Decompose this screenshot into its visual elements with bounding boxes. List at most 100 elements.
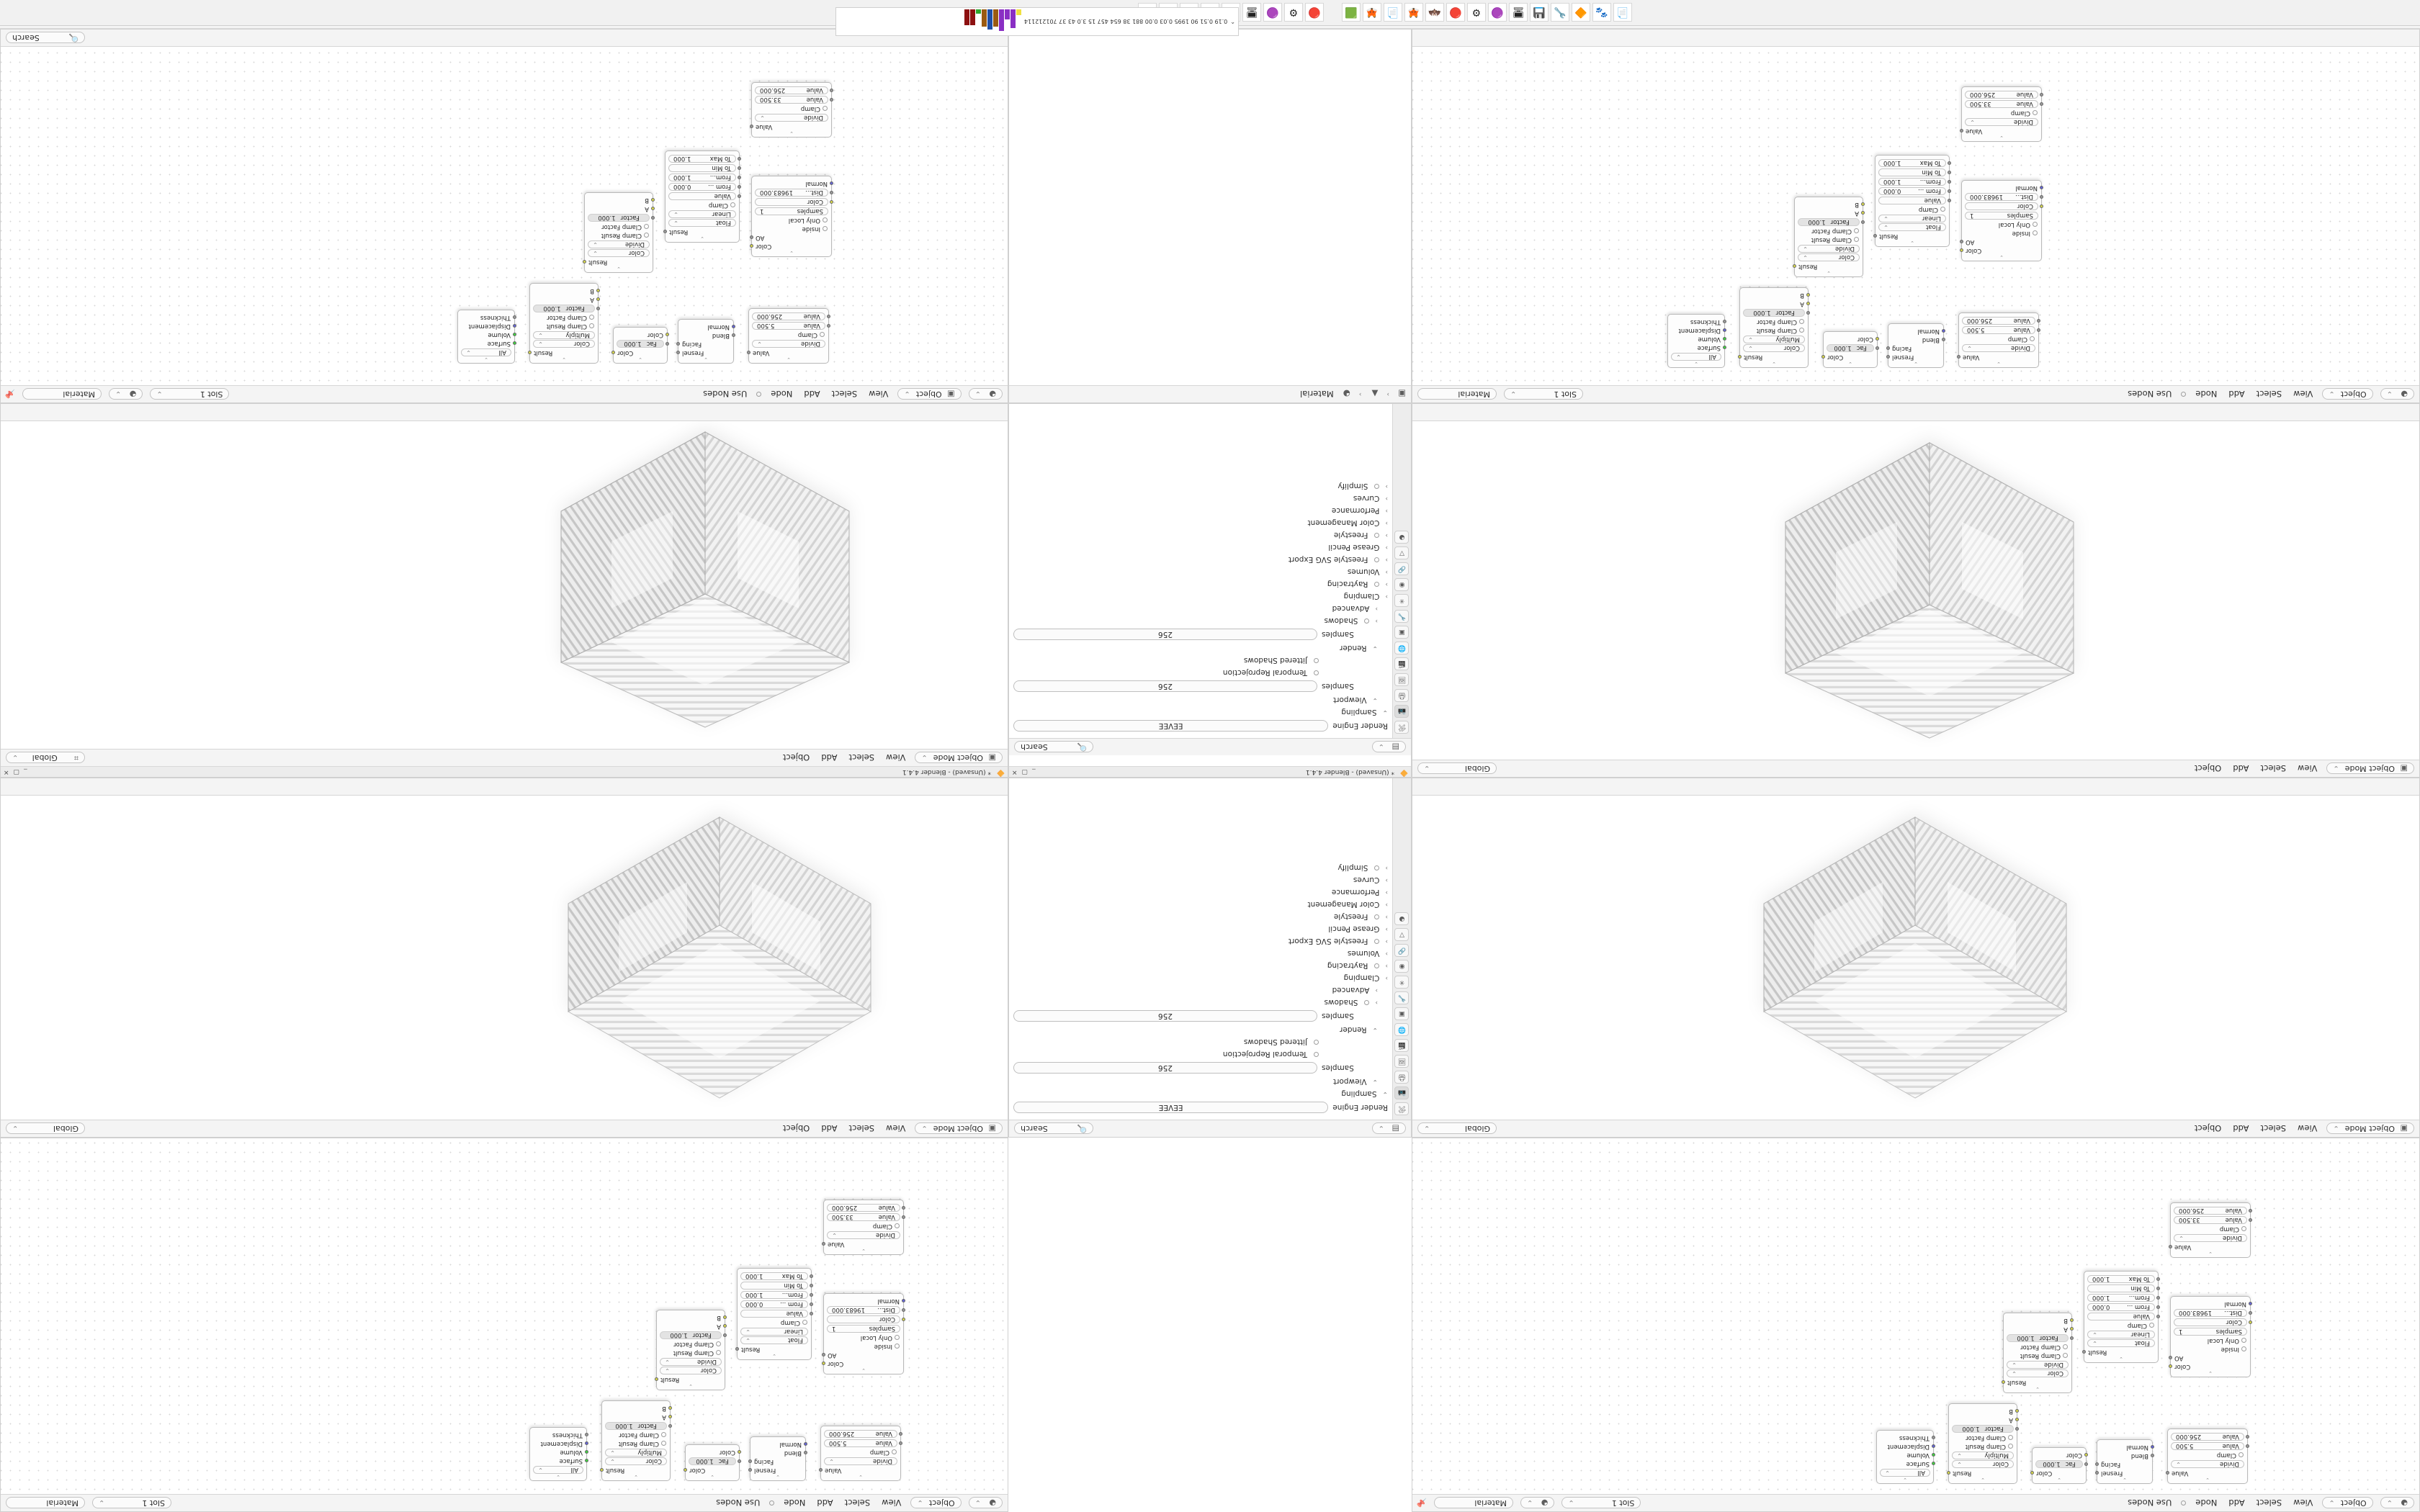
tab-world-icon[interactable]: 🌐 — [1394, 1023, 1410, 1036]
node-socket-gray[interactable] — [676, 342, 680, 346]
node-collapse-icon[interactable]: ⌄ — [1903, 1477, 1907, 1482]
node-socket-gray[interactable] — [676, 351, 680, 355]
node-socket-gray[interactable] — [2151, 1454, 2154, 1458]
props-checkbox-row[interactable]: Jittered Shadows — [1009, 654, 1392, 667]
node-socket-gray[interactable] — [2156, 1277, 2160, 1281]
node-checkbox-row[interactable]: Clamp — [1959, 335, 2038, 343]
node-value-field[interactable]: To Max 1.000 — [2087, 1275, 2155, 1283]
material-slot-selector-2[interactable]: Slot 1 — [92, 1497, 171, 1509]
node-dropdown[interactable]: Multiply ⌄ — [1743, 336, 1805, 343]
node-colorramp-fac[interactable]: ⌄ Color Fac 1.000 Color — [1821, 331, 1879, 368]
tab-tool-icon[interactable]: 🛠 — [1394, 721, 1410, 734]
maximize-icon[interactable]: ▢ — [1021, 768, 1028, 775]
node-socket-gray[interactable] — [1886, 355, 1890, 359]
node-socket-yellow[interactable] — [583, 260, 586, 264]
node-dropdown[interactable]: Linear ⌄ — [668, 210, 736, 218]
node-socket-yellow[interactable] — [2084, 1453, 2088, 1457]
tab-particles-icon[interactable]: ✳ — [1394, 594, 1410, 607]
node-dropdown[interactable]: Divide ⌄ — [752, 340, 825, 348]
checkbox-icon[interactable] — [661, 1432, 666, 1438]
node-field-row[interactable]: Fac 1.000 — [686, 1457, 741, 1466]
node-field-row[interactable]: Color — [824, 1315, 905, 1324]
node-value-field[interactable]: Factor 1.000 — [2007, 1334, 2069, 1342]
taskbar-red-ring-icon[interactable]: 🔴 — [1305, 3, 1324, 22]
node-socket-gray[interactable] — [513, 315, 516, 320]
node-mix-multiply[interactable]: ⌄ Result Color ⌄ Multiply ⌄ Clamp Result Clamp … — [1947, 1403, 2019, 1484]
use-nodes-checkbox[interactable] — [2181, 1500, 2187, 1506]
taskbar-bat-icon[interactable]: 🦇 — [1425, 3, 1444, 22]
props-panel-performance[interactable]: › Performance — [1009, 886, 1392, 899]
node-value-field[interactable]: Factor 1.000 — [588, 214, 650, 222]
checkbox-icon[interactable] — [661, 1441, 666, 1446]
node-value-field[interactable]: To Max 1.000 — [668, 155, 736, 163]
node-value-field[interactable]: Samples 1 — [2174, 1328, 2247, 1336]
shader-editor-header-bl[interactable]: ◕ Object View Select Add Node Use Nodes … — [1412, 385, 2419, 402]
taskbar-wrench-icon[interactable]: 🔧 — [1551, 3, 1569, 22]
orientation-selector-a[interactable]: Global — [1417, 1122, 1497, 1135]
node-mix-multiply[interactable]: ⌄ Result Color ⌄ Multiply ⌄ Clamp Result Clamp … — [528, 283, 600, 364]
viewport-3d-b[interactable] — [1, 778, 1008, 1120]
node-field-row[interactable]: Factor 1.000 — [1795, 217, 1865, 227]
node-collapse-icon[interactable]: ⌄ — [484, 356, 488, 362]
tab-tool-icon[interactable]: 🛠 — [1394, 1102, 1410, 1115]
shader-type-selector-4[interactable]: ▣ Object — [897, 388, 962, 400]
checkbox-icon[interactable] — [1799, 328, 1804, 333]
menu-add-3[interactable]: Add — [2228, 389, 2245, 400]
node-mix-divide[interactable]: ⌄ Result Color ⌄ Divide ⌄ Clamp Result Clamp Fa… — [2002, 1313, 2074, 1393]
tab-object-icon[interactable]: ▣ — [1394, 1007, 1410, 1020]
node-checkbox-row[interactable]: Only Local — [2171, 1336, 2250, 1345]
node-math-divide-2[interactable]: ⌄ Value Divide ⌄ Clamp Value 33.500 Value 256.00… — [1960, 86, 2043, 142]
node-field-row[interactable]: Value 33.500 — [1962, 99, 2043, 109]
node-dropdown[interactable]: Float ⌄ — [740, 1336, 808, 1344]
node-checkbox-row[interactable]: Clamp Result — [530, 322, 598, 330]
checkbox-icon[interactable] — [1374, 914, 1380, 919]
node-socket-gray[interactable] — [735, 1347, 739, 1351]
checkbox-icon[interactable] — [2241, 1226, 2246, 1232]
node-dropdown[interactable]: Divide ⌄ — [588, 240, 650, 248]
node-collapse-icon[interactable]: ⌄ — [562, 356, 566, 362]
node-collapse-icon[interactable]: ⌄ — [859, 1474, 863, 1480]
node-field-row[interactable]: From ... 0.000 — [1876, 186, 1951, 196]
node-dropdown[interactable]: Linear ⌄ — [1878, 215, 1946, 222]
viewport-3d-c[interactable] — [1412, 404, 2419, 760]
node-colorramp-fac[interactable]: ⌄ Color Fac 1.000 Color — [611, 327, 669, 364]
maximize-icon[interactable]: ▢ — [13, 768, 20, 775]
node-collapse-icon[interactable]: ⌄ — [2057, 1477, 2061, 1482]
node-value-field[interactable]: Value — [2087, 1313, 2155, 1320]
node-socket-yellow[interactable] — [2015, 1418, 2019, 1422]
checkbox-icon[interactable] — [1364, 618, 1370, 624]
shader-editor-header-right[interactable]: ◕ Object View Select Add Node Use Nodes … — [1, 1494, 1008, 1511]
node-fresnel-layer-weight[interactable]: ⌄ Fresnel Facing Blend Normal — [2095, 1439, 2154, 1484]
node-dropdown[interactable]: Linear ⌄ — [2087, 1331, 2155, 1338]
node-collapse-icon[interactable]: ⌄ — [789, 130, 794, 136]
material-name-field-3[interactable]: Material — [1417, 388, 1497, 400]
node-checkbox-row[interactable]: Clamp Factor — [1795, 227, 1863, 235]
props-panel-grease-pencil[interactable]: › Grease Pencil — [1009, 541, 1392, 554]
node-field-row[interactable]: Value — [738, 1309, 813, 1318]
node-socket-gray[interactable] — [748, 1459, 752, 1464]
vp-menu-object-b[interactable]: Object — [782, 1123, 810, 1134]
props-panel-clamping[interactable]: › Clamping — [1009, 590, 1392, 603]
node-socket-yellow[interactable] — [1861, 211, 1865, 215]
checkbox-icon[interactable] — [2063, 1353, 2068, 1359]
props-panel-advanced[interactable]: › Advanced — [1009, 603, 1392, 615]
node-value-field[interactable]: Value 256.000 — [755, 86, 828, 94]
node-field-row[interactable]: Value 256.000 — [2168, 1432, 2249, 1441]
props-panel-raytracing[interactable]: › Raytracing — [1009, 578, 1392, 590]
node-socket-gray[interactable] — [2015, 1427, 2019, 1431]
node-material-output[interactable]: ⌄ All ⌄ Surface Volume Displacement Thickness — [1876, 1430, 1935, 1484]
node-collapse-icon[interactable]: ⌄ — [1910, 240, 1914, 246]
close-icon[interactable]: ✕ — [1012, 768, 1018, 775]
minimize-icon[interactable]: _ — [1032, 768, 1036, 775]
node-mix-divide[interactable]: ⌄ Result Color ⌄ Divide ⌄ Clamp Result Clamp Fa… — [655, 1310, 727, 1390]
node-socket-gray[interactable] — [2169, 1356, 2172, 1360]
viewport-header-top-right[interactable]: ▣ Object Mode View Select Add Object Glob… — [1, 1120, 1008, 1137]
node-material-output[interactable]: ⌄ All ⌄ Surface Volume Displacement Thickness — [1667, 314, 1726, 368]
node-collapse-icon[interactable]: ⌄ — [1827, 270, 1831, 276]
node-checkbox-row[interactable]: Clamp — [1962, 109, 2041, 117]
node-field-row[interactable]: From... 1.000 — [666, 173, 741, 182]
checkbox-icon[interactable] — [716, 1350, 721, 1356]
props-panel-raytracing[interactable]: › Raytracing — [1009, 960, 1392, 972]
render-engine-dropdown[interactable]: EEVEE — [1013, 720, 1329, 732]
node-dropdown[interactable]: Divide ⌄ — [1962, 344, 2035, 352]
